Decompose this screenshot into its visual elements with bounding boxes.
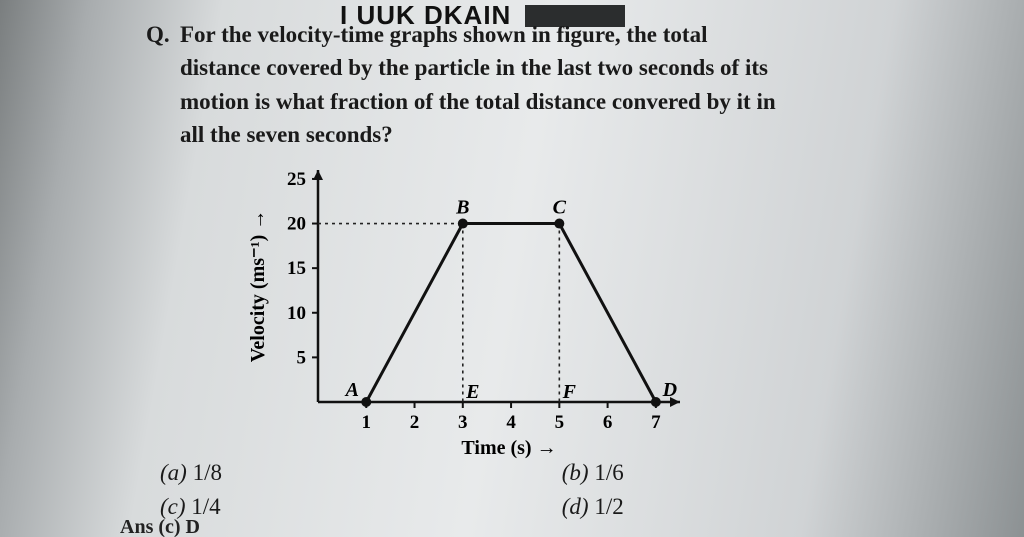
option-d: (d) 1/2 xyxy=(562,494,904,520)
question-block: Q. For the velocity-time graphs shown in… xyxy=(180,18,954,151)
svg-text:1: 1 xyxy=(362,412,372,433)
svg-text:5: 5 xyxy=(555,412,565,433)
svg-text:C: C xyxy=(553,197,567,219)
svg-text:5: 5 xyxy=(297,347,307,368)
question-line-2: distance covered by the particle in the … xyxy=(180,55,768,80)
question-line-3: motion is what fraction of the total dis… xyxy=(180,89,776,114)
svg-text:20: 20 xyxy=(287,214,306,235)
svg-text:2: 2 xyxy=(410,412,420,433)
option-a: (a) 1/8 xyxy=(160,460,502,486)
svg-text:7: 7 xyxy=(651,412,661,433)
chart-svg: 5 10 15 20 25 1 2 3 4 5 6 7 A B C D E F Time (s) → Velocity… xyxy=(240,160,700,460)
option-a-text: 1/8 xyxy=(193,460,222,485)
svg-text:E: E xyxy=(465,381,479,403)
option-b-text: 1/6 xyxy=(594,460,623,485)
question-line-4: all the seven seconds? xyxy=(180,122,393,147)
option-c: (c) 1/4 xyxy=(160,494,502,520)
svg-text:4: 4 xyxy=(506,412,516,433)
option-b: (b) 1/6 xyxy=(562,460,904,486)
question-line-1: For the velocity-time graphs shown in fi… xyxy=(180,22,707,47)
option-row-2: (c) 1/4 (d) 1/2 xyxy=(160,494,904,520)
question-label: Q. xyxy=(146,18,170,51)
svg-text:6: 6 xyxy=(603,412,613,433)
svg-text:25: 25 xyxy=(287,169,306,190)
svg-text:15: 15 xyxy=(287,258,306,279)
options-block: (a) 1/8 (b) 1/6 (c) 1/4 (d) 1/2 xyxy=(160,460,904,528)
svg-text:10: 10 xyxy=(287,303,306,324)
svg-text:D: D xyxy=(662,379,677,401)
answer-fragment: Ans (c) D xyxy=(120,516,200,537)
svg-text:B: B xyxy=(455,197,469,219)
svg-text:A: A xyxy=(344,379,359,401)
option-row-1: (a) 1/8 (b) 1/6 xyxy=(160,460,904,486)
svg-text:Time (s) →: Time (s) → xyxy=(461,437,556,459)
velocity-time-chart: 5 10 15 20 25 1 2 3 4 5 6 7 A B C D E F Time (s) → Velocity… xyxy=(240,160,700,460)
svg-text:Velocity (ms⁻¹) →: Velocity (ms⁻¹) → xyxy=(247,210,269,362)
svg-text:3: 3 xyxy=(458,412,468,433)
svg-text:F: F xyxy=(562,381,577,403)
page-root: I UUK DKAIN Q. For the velocity-time gra… xyxy=(0,0,1024,537)
option-d-text: 1/2 xyxy=(594,494,623,519)
